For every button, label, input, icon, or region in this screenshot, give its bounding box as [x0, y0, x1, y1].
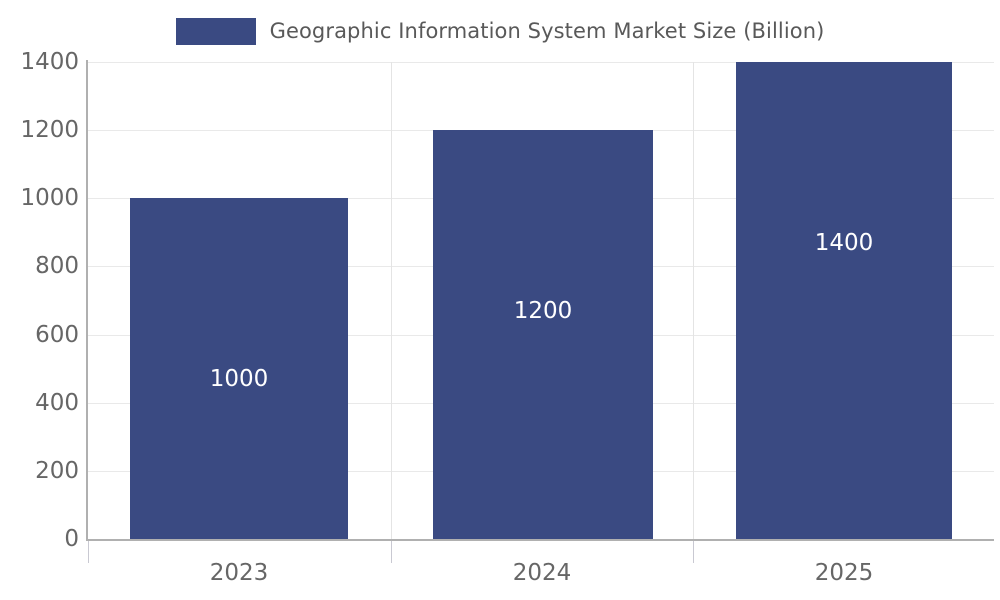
y-axis-line [86, 60, 88, 541]
bar-value-label-2024: 1200 [513, 298, 573, 325]
legend-color-swatch [175, 17, 256, 45]
x-tick-label-2024: 2024 [512, 560, 572, 586]
x-tick-mark-1 [391, 541, 392, 563]
x-tick-label-2025: 2025 [814, 560, 874, 586]
bar-value-label-2025: 1400 [814, 230, 874, 256]
gridline-y-1400 [87, 62, 994, 63]
y-tick-label-200: 200 [35, 457, 79, 484]
x-axis-line [86, 539, 994, 541]
x-tick-mark-2 [693, 541, 694, 563]
y-tick-label-600: 600 [35, 321, 79, 348]
y-axis-tick-labels: 0 200 400 600 800 1000 1200 1400 [0, 49, 87, 552]
plot-area: 1000 1200 1400 [87, 62, 994, 540]
y-tick-label-0: 0 [64, 526, 79, 552]
bar-value-label-2023: 1000 [209, 366, 269, 393]
y-tick-label-1400: 1400 [20, 49, 79, 75]
bar-2025[interactable]: 1400 [736, 62, 952, 539]
x-tick-label-2023: 2023 [209, 560, 269, 586]
gridline-x-2 [693, 62, 694, 539]
gridline-x-1 [391, 62, 392, 539]
y-tick-label-800: 800 [35, 253, 79, 280]
chart-legend: Geographic Information System Market Siz… [0, 10, 1000, 52]
bar-2024[interactable]: 1200 [433, 130, 653, 539]
x-tick-mark-start [88, 541, 89, 563]
y-tick-label-1200: 1200 [20, 117, 79, 144]
y-tick-label-1000: 1000 [20, 185, 79, 212]
legend-item-gis-market-size[interactable]: Geographic Information System Market Siz… [175, 17, 825, 45]
y-tick-label-400: 400 [35, 389, 79, 416]
bar-2023[interactable]: 1000 [130, 198, 348, 539]
legend-label: Geographic Information System Market Siz… [269, 19, 825, 43]
